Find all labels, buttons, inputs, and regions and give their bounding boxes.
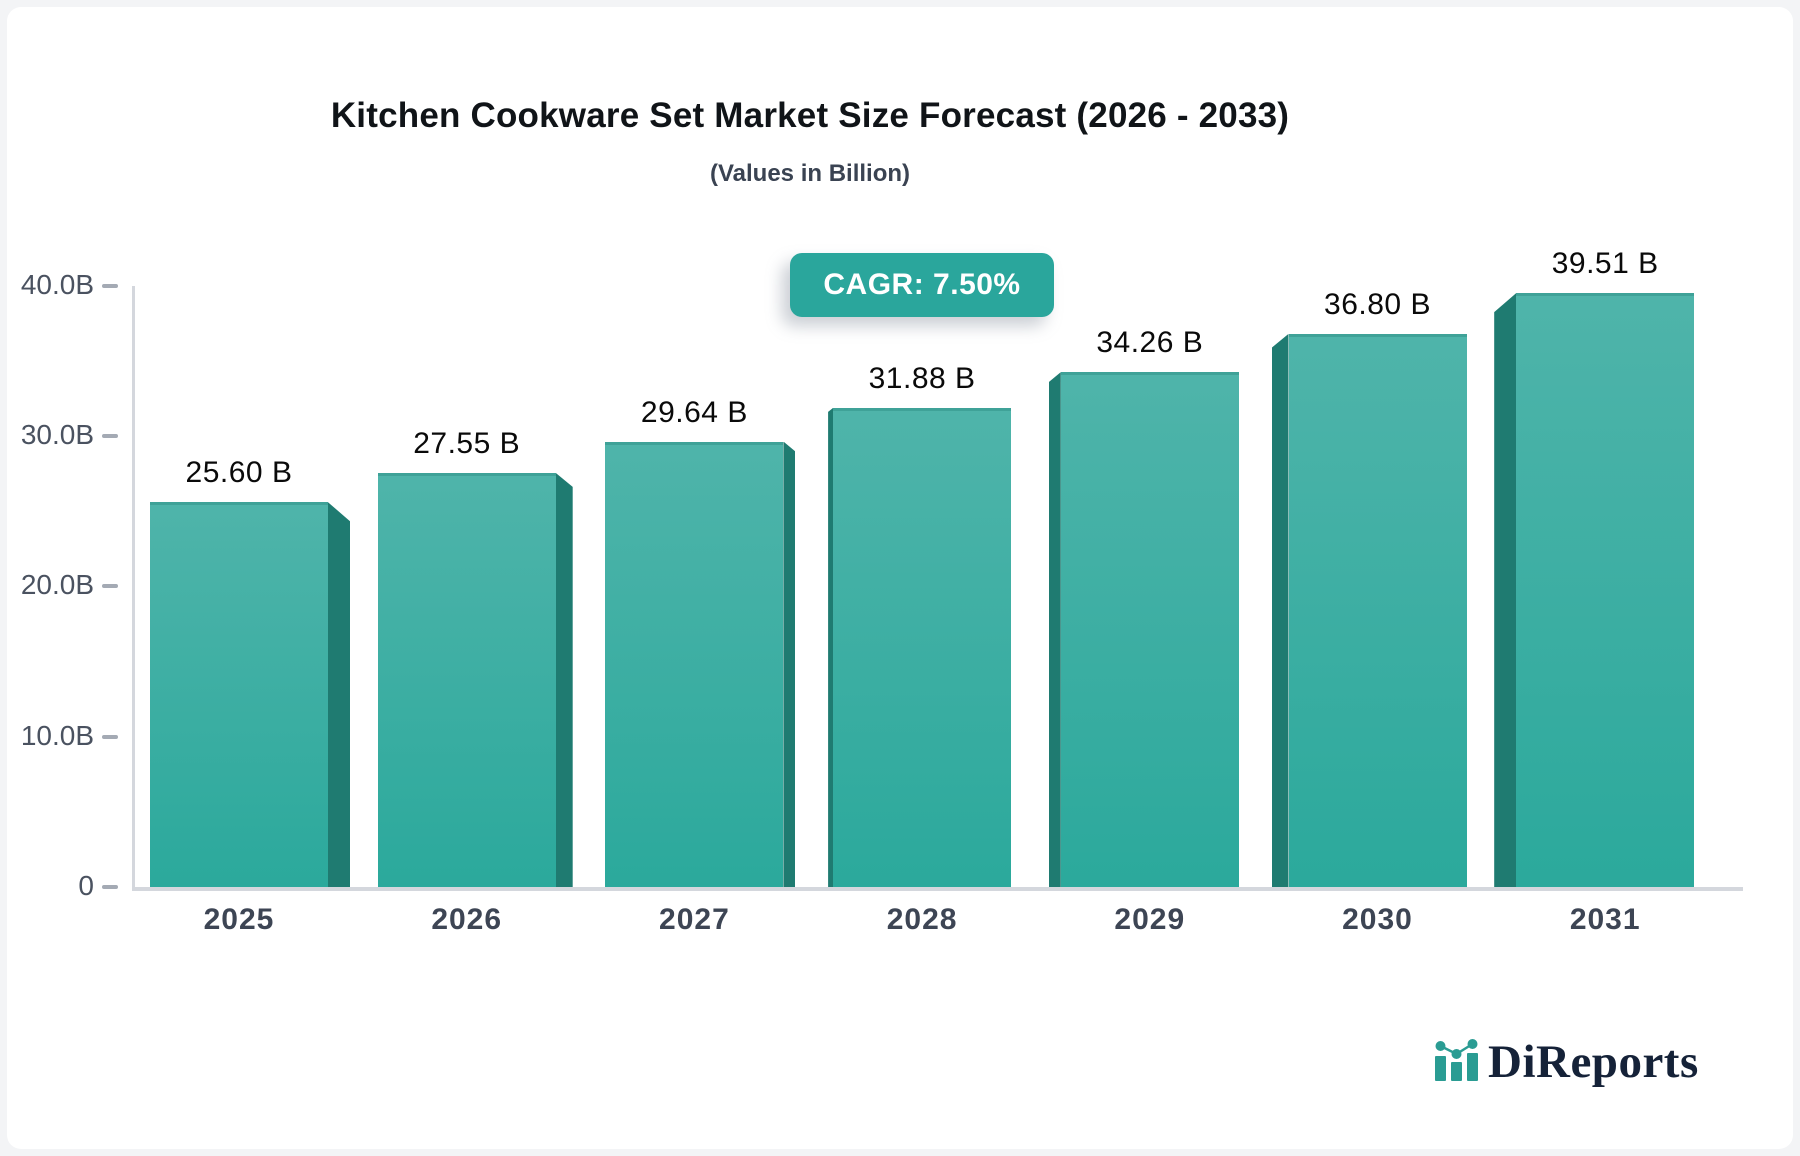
x-axis-label-2028: 2028 [886, 903, 958, 936]
y-tick-label: 10.0B [20, 719, 94, 751]
x-axis-label-2031: 2031 [1569, 903, 1641, 936]
y-tick-label: 30.0B [20, 419, 94, 451]
bar-2031 [1516, 293, 1695, 887]
bar-2029 [1060, 372, 1239, 887]
bar-value-label: 31.88 B [868, 361, 976, 395]
y-axis-line [132, 286, 135, 887]
x-axis-label-2026: 2026 [431, 903, 503, 936]
brand-logo: DiReports [1430, 1036, 1699, 1086]
bar-value-label: 29.64 B [640, 395, 748, 429]
y-tick-label: 0 [78, 870, 94, 901]
y-tick-label: 40.0B [20, 268, 94, 300]
bar-2026-side-face [555, 472, 573, 887]
x-axis-label-2025: 2025 [203, 903, 275, 936]
y-tick-label: 20.0B [20, 569, 94, 601]
bar-value-label: 34.26 B [1096, 326, 1204, 360]
bar-2027 [605, 441, 784, 887]
y-tick-mark [102, 283, 118, 288]
x-axis-label-2030: 2030 [1342, 903, 1413, 936]
x-axis-label-2027: 2027 [659, 903, 730, 936]
bar-value-label: 27.55 B [413, 426, 521, 460]
bar-2025 [150, 502, 328, 887]
bar-value-label: 25.60 B [185, 456, 293, 490]
brand-logo-text: DiReports [1488, 1036, 1699, 1088]
y-tick-mark [102, 434, 118, 439]
chart-subtitle: (Values in Billion) [709, 160, 911, 187]
y-tick-mark [102, 885, 118, 889]
bar-2028 [833, 407, 1012, 887]
bar-2030 [1288, 333, 1467, 887]
chart-title: Kitchen Cookware Set Market Size Forecas… [330, 96, 1290, 135]
bar-2030-side-face [1271, 333, 1289, 887]
bar-2027-side-face [783, 441, 796, 887]
x-axis-label-2029: 2029 [1114, 903, 1186, 936]
bar-2028-side-face [828, 407, 834, 887]
cagr-badge: CAGR: 7.50% [790, 253, 1054, 317]
bar-2026 [377, 472, 556, 887]
bar-2029-side-face [1048, 372, 1061, 887]
y-tick-mark [102, 584, 118, 589]
bar-2025-side-face [328, 502, 350, 887]
bar-value-label: 36.80 B [1324, 287, 1431, 321]
bar-2031-side-face [1494, 293, 1517, 887]
bar-value-label: 39.51 B [1551, 247, 1659, 281]
y-tick-mark [102, 734, 118, 739]
cagr-badge-label: CAGR: 7.50% [823, 268, 1021, 301]
mini-bar-chart-icon [1435, 1039, 1478, 1081]
x-axis-baseline [132, 887, 1743, 891]
